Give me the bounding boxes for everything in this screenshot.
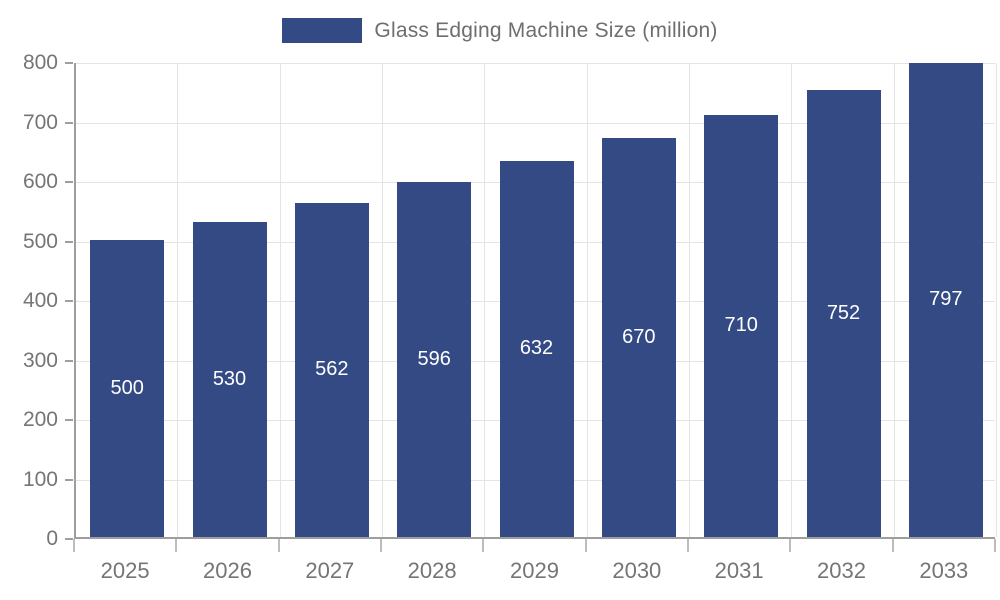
- bar-value-label: 562: [315, 358, 349, 381]
- bar-2031[interactable]: 710: [704, 114, 779, 537]
- bar-2029[interactable]: 632: [499, 160, 574, 537]
- x-axis-label-2028: 2028: [407, 558, 457, 583]
- y-axis-tick: [65, 240, 73, 243]
- x-axis-label-2029: 2029: [510, 558, 559, 583]
- x-axis-tick: [584, 539, 587, 552]
- bar-value-label: 596: [417, 348, 451, 371]
- x-axis-tick: [380, 539, 382, 552]
- chart-legend[interactable]: Glass Edging Machine Size (million): [0, 18, 1000, 43]
- x-axis-tick: [891, 539, 894, 552]
- gridline-vertical: [893, 63, 895, 537]
- gridline-vertical: [382, 63, 383, 537]
- gridline-vertical: [791, 63, 793, 537]
- y-axis-tick: [65, 300, 73, 302]
- x-axis-label-2025: 2025: [100, 558, 150, 583]
- bar-2028[interactable]: 596: [397, 182, 472, 537]
- gridline-vertical: [996, 63, 997, 537]
- gridline-horizontal: [76, 122, 995, 124]
- bar-value-label: 530: [212, 367, 247, 390]
- gridline-vertical: [279, 63, 281, 537]
- x-axis-tick: [277, 539, 280, 552]
- gridline-vertical: [689, 63, 690, 537]
- x-axis-tick: [687, 539, 689, 552]
- x-axis-tick: [175, 539, 178, 552]
- legend-swatch: [282, 18, 363, 43]
- bar-2027[interactable]: 562: [294, 202, 369, 537]
- bar-value-label: 797: [929, 288, 963, 311]
- x-axis-label-2027: 2027: [305, 558, 355, 583]
- bar-2025[interactable]: 500: [90, 239, 165, 537]
- bar-2030[interactable]: 670: [601, 138, 676, 537]
- y-axis-tick: [65, 419, 73, 421]
- bar-value-label: 500: [110, 376, 144, 399]
- bar-2026[interactable]: 530: [192, 221, 267, 537]
- gridline-vertical: [484, 63, 486, 537]
- y-axis-label: 500: [22, 229, 58, 253]
- y-axis-tick: [65, 478, 73, 481]
- y-axis-label: 400: [22, 289, 58, 312]
- y-axis-tick: [65, 538, 73, 540]
- bar-value-label: 670: [622, 326, 656, 349]
- y-axis-label: 0: [46, 527, 58, 550]
- y-axis-label: 600: [22, 170, 58, 193]
- y-axis-label: 800: [22, 51, 58, 74]
- x-axis-label-2032: 2032: [817, 558, 866, 583]
- y-axis-tick: [65, 121, 73, 124]
- x-axis-tick: [994, 539, 996, 552]
- y-axis-label: 700: [22, 110, 58, 134]
- x-axis-tick: [482, 539, 485, 552]
- y-axis-tick: [65, 62, 73, 64]
- y-axis-tick: [65, 359, 73, 362]
- x-axis-label-2030: 2030: [612, 558, 662, 583]
- x-axis-label-2033: 2033: [919, 558, 969, 583]
- gridline-vertical: [586, 63, 588, 537]
- y-axis-label: 300: [22, 348, 58, 372]
- gridline-vertical: [177, 63, 179, 537]
- bar-value-label: 632: [519, 337, 554, 360]
- bar-value-label: 752: [826, 301, 861, 324]
- x-axis-label-2026: 2026: [203, 558, 252, 583]
- x-axis-tick: [789, 539, 792, 552]
- y-axis-label: 100: [22, 467, 58, 491]
- y-axis-label: 200: [22, 408, 58, 431]
- bar-2033[interactable]: 797: [908, 62, 983, 537]
- legend-label: Glass Edging Machine Size (million): [374, 18, 718, 42]
- gridline-horizontal: [76, 63, 995, 64]
- x-axis-label-2031: 2031: [714, 558, 764, 583]
- bar-2032[interactable]: 752: [806, 89, 881, 537]
- y-axis-tick: [65, 181, 73, 183]
- x-axis-tick: [73, 539, 75, 552]
- bar-value-label: 710: [724, 314, 758, 337]
- plot-area: 500 530 562 596 632 670 710 752 797: [74, 62, 997, 539]
